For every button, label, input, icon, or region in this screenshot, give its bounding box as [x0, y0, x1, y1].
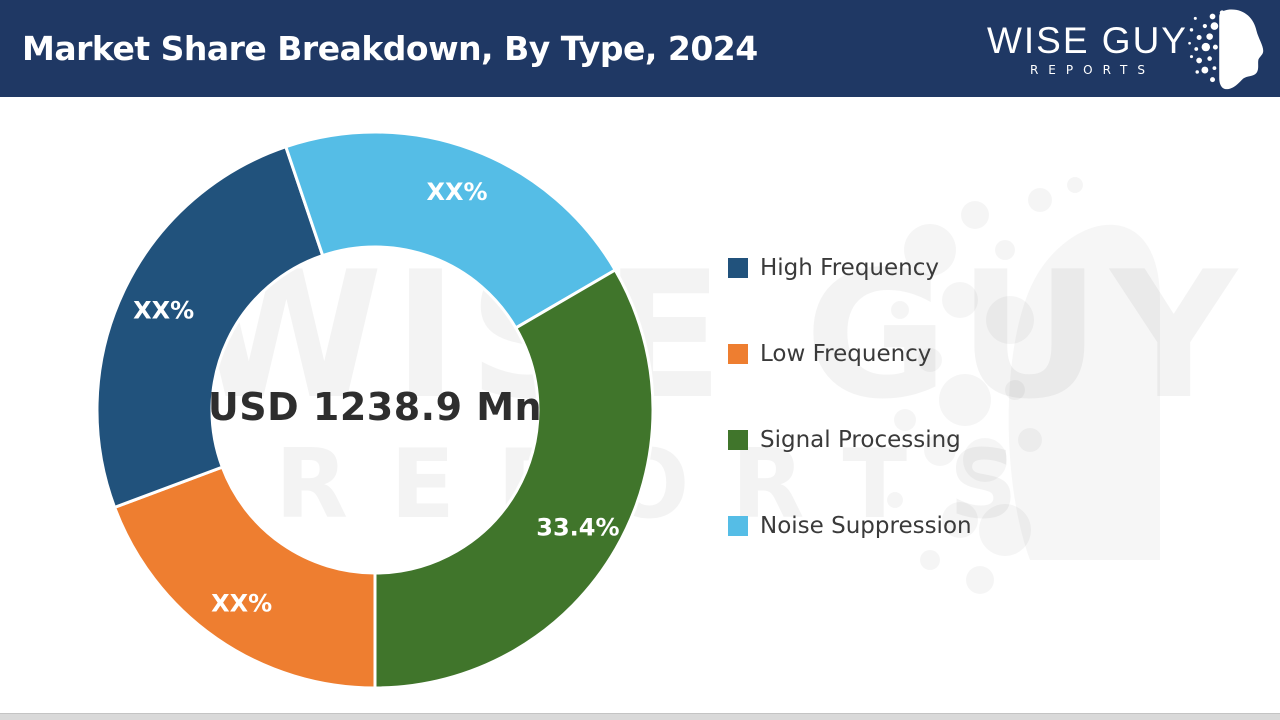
logo-head-icon: [1188, 9, 1264, 89]
legend-label: Noise Suppression: [760, 513, 972, 539]
logo-wordmark-main: WISE GUY: [986, 19, 1188, 61]
legend-swatch: [728, 516, 748, 536]
segment-label-high-frequency: XX%: [133, 297, 194, 325]
segment-label-signal-processing: 33.4%: [536, 514, 619, 542]
header-bar: Market Share Breakdown, By Type, 2024 WI…: [0, 0, 1280, 97]
legend-item-high-frequency[interactable]: High Frequency: [728, 255, 972, 281]
segment-label-low-frequency: XX%: [211, 589, 272, 617]
legend-label: Low Frequency: [760, 341, 932, 367]
chart-legend: High Frequency Low Frequency Signal Proces…: [728, 255, 972, 539]
logo-wordmark: WISE GUY REPORTS: [987, 22, 1188, 76]
logo-wordmark-sub: REPORTS: [1029, 62, 1155, 77]
donut-segment-low-frequency[interactable]: [113, 465, 377, 690]
wise-guy-logo: WISE GUY REPORTS: [987, 5, 1266, 93]
legend-label: Signal Processing: [760, 427, 961, 453]
page-title: Market Share Breakdown, By Type, 2024: [22, 29, 758, 68]
legend-item-noise-suppression[interactable]: Noise Suppression: [728, 513, 972, 539]
legend-item-low-frequency[interactable]: Low Frequency: [728, 341, 972, 367]
legend-swatch: [728, 258, 748, 278]
legend-item-signal-processing[interactable]: Signal Processing: [728, 427, 972, 453]
footer-bar: [0, 713, 1280, 720]
donut-segment-noise-suppression[interactable]: [284, 130, 617, 330]
donut-segment-high-frequency[interactable]: [95, 145, 325, 509]
segment-label-noise-suppression: XX%: [426, 178, 487, 206]
legend-swatch: [728, 430, 748, 450]
chart-center-value: USD 1238.9 Mn: [207, 385, 543, 429]
legend-label: High Frequency: [760, 255, 939, 281]
donut-segment-signal-processing[interactable]: [373, 268, 655, 690]
legend-swatch: [728, 344, 748, 364]
